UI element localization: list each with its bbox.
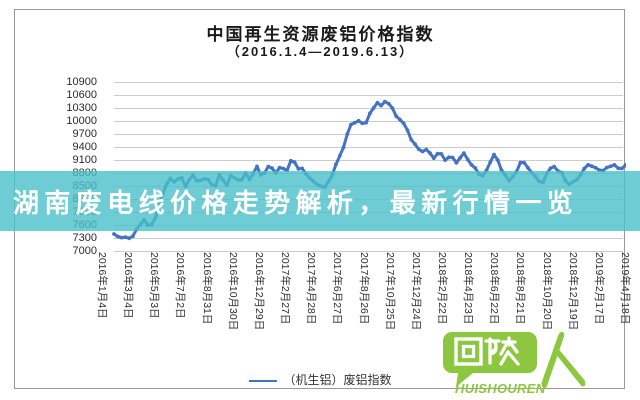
svg-text:HUISHOUREN: HUISHOUREN xyxy=(455,381,546,396)
